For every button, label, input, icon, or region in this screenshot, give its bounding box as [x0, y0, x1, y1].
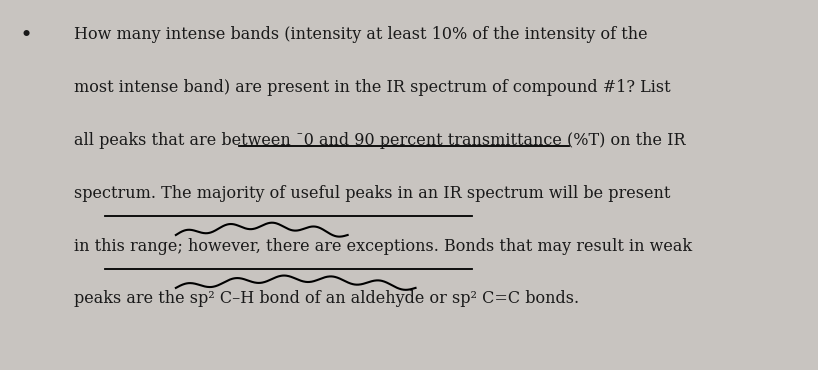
Text: peaks are the sp² C–H bond of an aldehyde or sp² C=C bonds.: peaks are the sp² C–H bond of an aldehyd…	[74, 290, 579, 307]
Text: •: •	[20, 26, 32, 44]
Text: How many intense bands (intensity at least 10% of the intensity of the: How many intense bands (intensity at lea…	[74, 26, 647, 43]
Text: all peaks that are between ¯0 and 90 percent transmittance (%T) on the IR: all peaks that are between ¯0 and 90 per…	[74, 132, 685, 149]
Text: most intense band) are present in the IR spectrum of compound #1? List: most intense band) are present in the IR…	[74, 79, 670, 96]
Text: in this range; however, there are exceptions. Bonds that may result in weak: in this range; however, there are except…	[74, 238, 692, 255]
Text: spectrum. The majority of useful peaks in an IR spectrum will be present: spectrum. The majority of useful peaks i…	[74, 185, 670, 202]
